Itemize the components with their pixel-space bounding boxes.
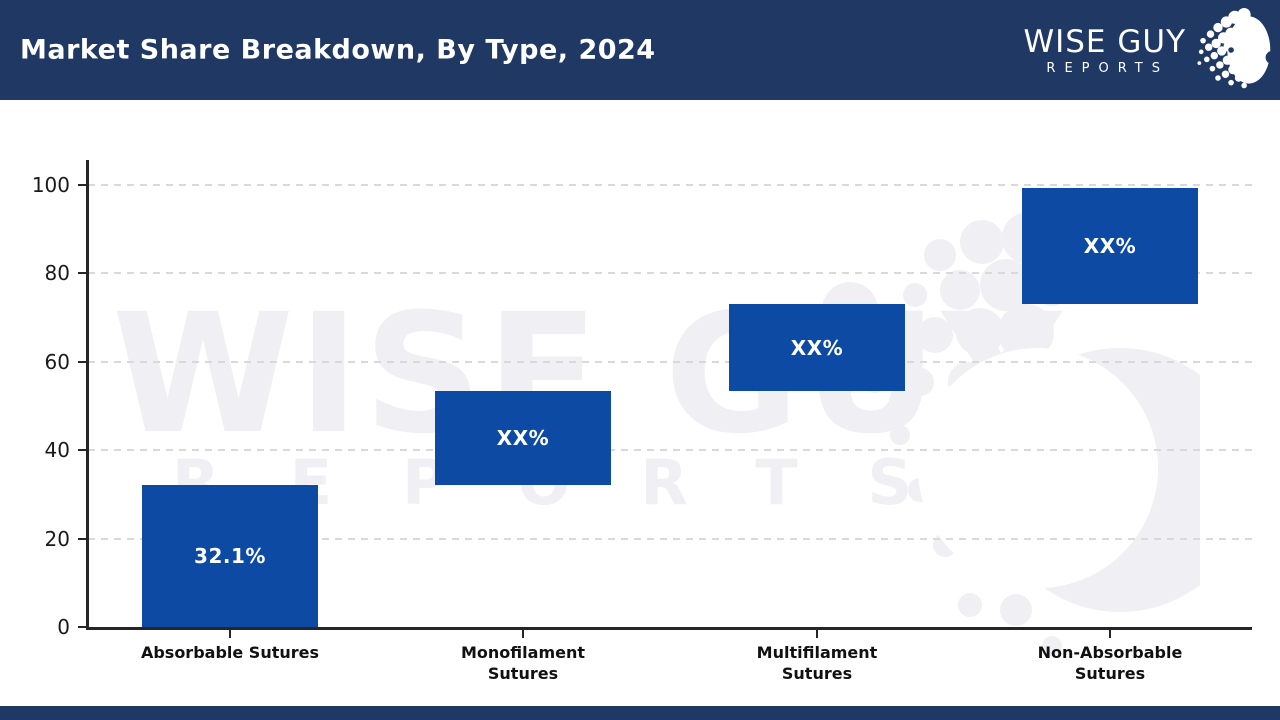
- y-tick-label: 0: [57, 615, 70, 639]
- bar-value-label: 32.1%: [194, 543, 266, 568]
- gridline-60: [88, 360, 1252, 363]
- x-tick-label: Multifilament Sutures: [756, 643, 878, 684]
- x-tick-mark: [1109, 630, 1111, 638]
- gridline-40: [88, 449, 1252, 451]
- footer-bar: [0, 706, 1280, 720]
- y-tick-mark: [78, 537, 88, 540]
- y-tick-mark: [78, 360, 88, 363]
- waterfall-bar: 32.1%: [142, 484, 318, 627]
- y-tick-mark: [78, 183, 88, 186]
- gridline-80: [88, 272, 1252, 274]
- x-tick-label: Absorbable Sutures: [140, 643, 320, 662]
- x-axis-line: [86, 627, 1252, 630]
- x-tick-mark: [816, 630, 818, 638]
- x-tick-label: Monofilament Sutures: [461, 643, 585, 684]
- bar-value-label: XX%: [496, 426, 550, 451]
- y-tick-label: 40: [44, 438, 70, 462]
- y-tick-mark: [78, 626, 88, 628]
- gridline-100: [88, 183, 1252, 186]
- x-tick-label: Non-Absorbable Sutures: [1037, 643, 1183, 684]
- plot: 0 20 40 60 80 100 32.1% XX% XX% XX% Absorbable Sut…: [0, 100, 1280, 706]
- gridline-20: [88, 537, 1252, 540]
- header-bar: Market Share Breakdown, By Type, 2024 WI…: [0, 0, 1280, 100]
- bar-value-label: XX%: [1083, 234, 1137, 258]
- bar-value-label: XX%: [790, 335, 844, 360]
- y-tick-label: 80: [44, 261, 70, 285]
- y-tick-label: 60: [44, 349, 70, 374]
- wiseguy-logo-text: WISE GUY REPORTS: [1023, 24, 1186, 76]
- waterfall-bar: XX%: [435, 391, 611, 485]
- y-tick-mark: [78, 449, 88, 451]
- waterfall-bar: XX%: [1022, 187, 1198, 305]
- y-tick-label: 100: [31, 172, 70, 197]
- wiseguy-logo: WISE GUY REPORTS: [1023, 4, 1274, 96]
- wiseguy-head-icon: [1197, 8, 1274, 89]
- y-axis-line: [86, 160, 89, 630]
- y-tick-label: 20: [44, 526, 70, 551]
- x-tick-mark: [522, 630, 524, 638]
- waterfall-bar: XX%: [729, 304, 905, 392]
- chart-title: Market Share Breakdown, By Type, 2024: [20, 34, 656, 66]
- logo-name: WISE GUY: [1023, 24, 1186, 60]
- chart-area: WISE GUY REPORTS 02040608010032.1%XX%XX%…: [0, 100, 1280, 706]
- y-tick-mark: [78, 272, 88, 274]
- x-tick-mark: [229, 630, 231, 638]
- logo-subtitle: REPORTS: [1046, 61, 1170, 76]
